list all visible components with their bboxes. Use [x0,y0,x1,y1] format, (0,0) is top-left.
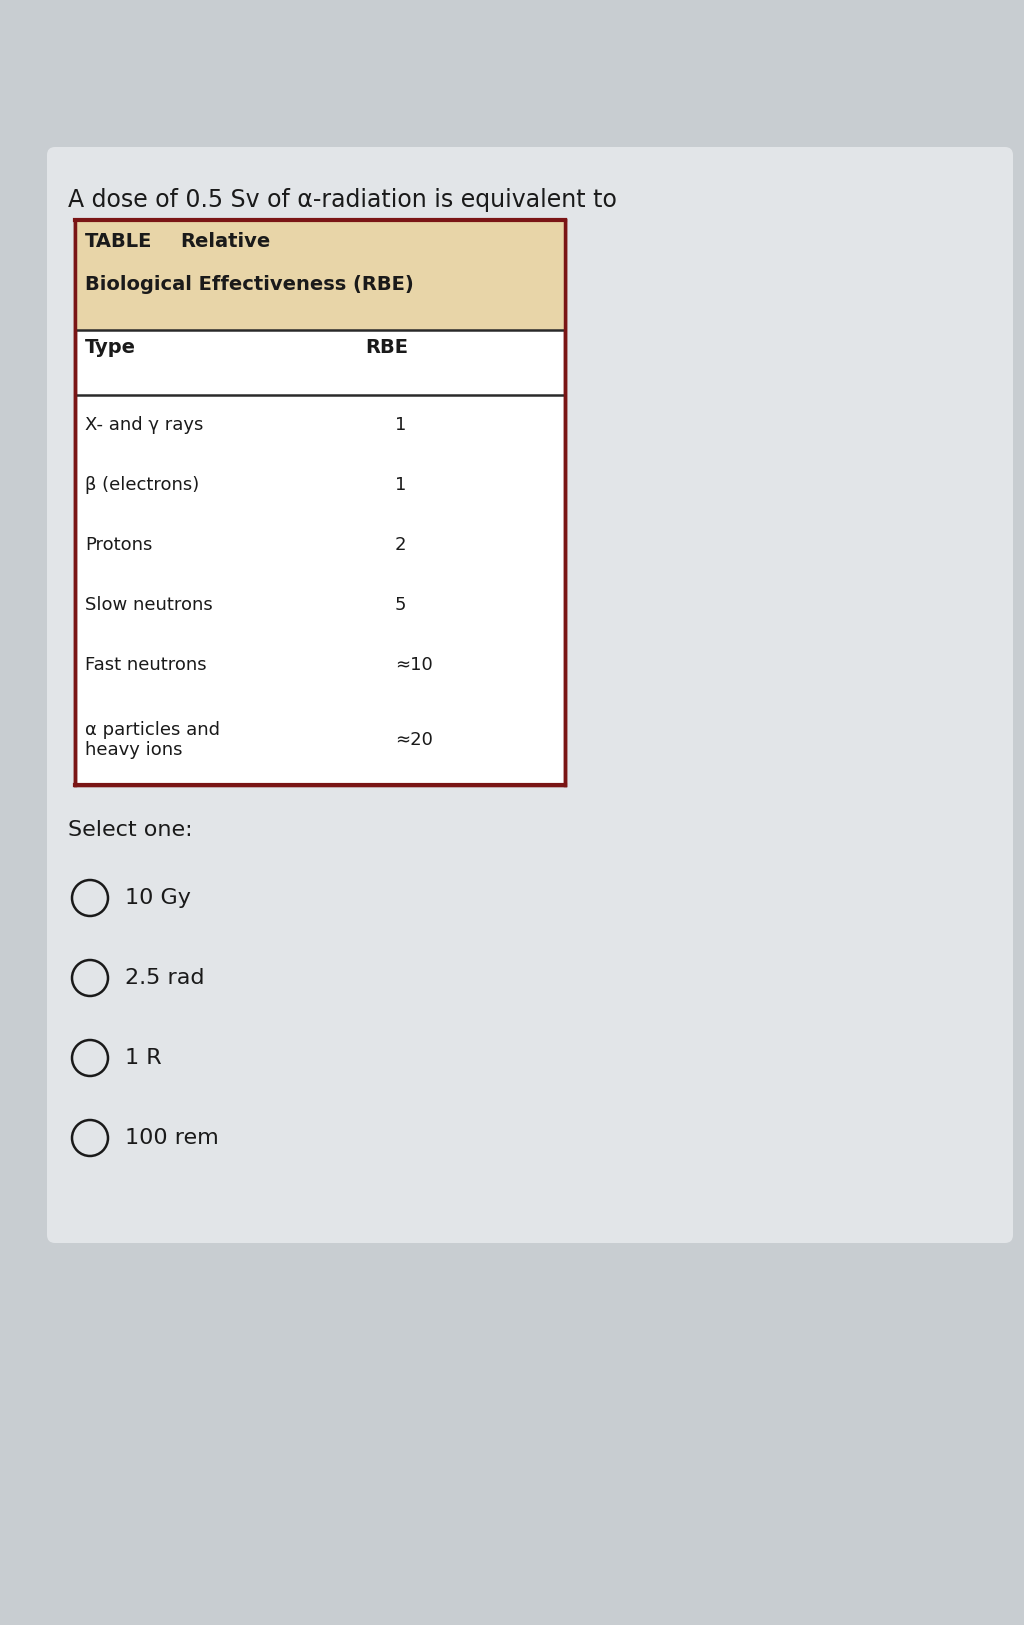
Text: 5: 5 [395,596,407,614]
Text: Relative: Relative [180,232,270,250]
Text: 1: 1 [395,416,407,434]
Text: Biological Effectiveness (RBE): Biological Effectiveness (RBE) [85,275,414,294]
Text: X- and γ rays: X- and γ rays [85,416,204,434]
Text: TABLE: TABLE [85,232,153,250]
Text: Fast neutrons: Fast neutrons [85,656,207,674]
Text: Select one:: Select one: [68,821,193,840]
Bar [75,219,565,330]
Text: ≈10: ≈10 [395,656,433,674]
Text: Type: Type [85,338,136,358]
Text: RBE: RBE [365,338,408,358]
Text: 2: 2 [395,536,407,554]
Bar [75,219,565,785]
Text: 10 Gy: 10 Gy [125,887,190,908]
Text: β (electrons): β (electrons) [85,476,200,494]
Text: Protons: Protons [85,536,153,554]
Text: 100 rem: 100 rem [125,1128,219,1147]
Text: 2.5 rad: 2.5 rad [125,968,205,988]
FancyBboxPatch shape [47,146,1013,1243]
Text: Slow neutrons: Slow neutrons [85,596,213,614]
Text: ≈20: ≈20 [395,731,433,749]
Text: 1: 1 [395,476,407,494]
Text: A dose of 0.5 Sv of α-radiation is equivalent to: A dose of 0.5 Sv of α-radiation is equiv… [68,188,616,211]
Text: 1 R: 1 R [125,1048,162,1068]
Text: α particles and
heavy ions: α particles and heavy ions [85,720,220,759]
